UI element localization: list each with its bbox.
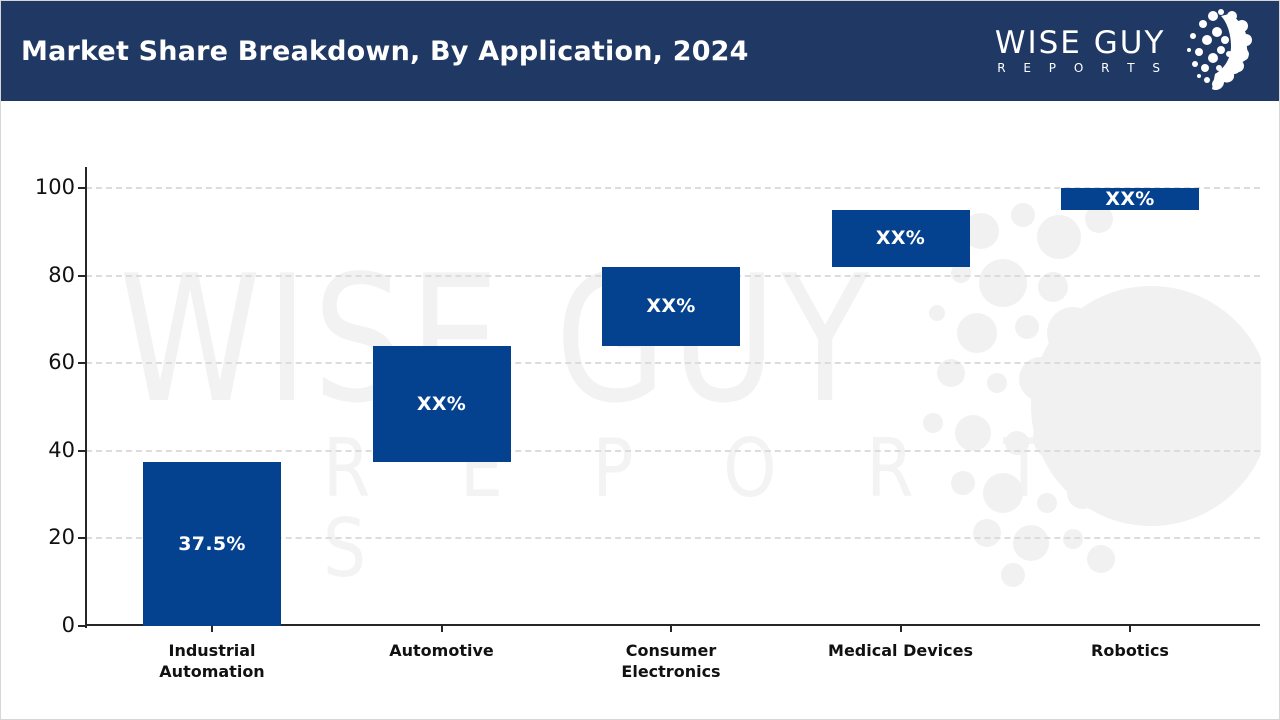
bar-value-label: XX%	[646, 295, 696, 318]
gridline-40	[86, 449, 1260, 452]
x-tick-mark-0	[211, 626, 213, 632]
bar-automotive: XX%	[372, 345, 511, 462]
y-tick-mark-100	[78, 187, 86, 189]
x-tick-mark-4	[1129, 626, 1131, 632]
y-tick-mark-80	[78, 274, 86, 277]
wise-guy-reports-logo: WISE GUY R E P O R T S	[993, 6, 1253, 96]
bar-value-label: XX%	[1105, 187, 1155, 210]
x-category-label-1: Automotive	[389, 641, 494, 660]
x-tick-mark-3	[899, 626, 902, 632]
bar-industrial-automation: 37.5%	[143, 461, 281, 626]
bar-medical-devices: XX%	[831, 209, 970, 267]
dotted-face-profile-icon	[1169, 6, 1253, 96]
x-category-label-4: Robotics	[1091, 641, 1169, 660]
bar-value-label: XX%	[416, 392, 467, 415]
y-tick-mark-40	[78, 449, 86, 452]
gridline-20	[86, 537, 1260, 540]
logo-subtitle: R E P O R T S	[997, 61, 1167, 76]
y-tick-label-0: 0	[61, 613, 75, 637]
bar-robotics: XX%	[1061, 188, 1199, 210]
bar-value-label: 37.5%	[178, 532, 246, 555]
bar-value-label: XX%	[875, 227, 926, 250]
header-bar: Market Share Breakdown, By Application, …	[1, 1, 1279, 101]
y-tick-mark-20	[78, 537, 86, 540]
y-axis-line	[85, 167, 87, 628]
chart-title: Market Share Breakdown, By Application, …	[21, 35, 749, 67]
x-category-label-0: Industrial Automation	[159, 641, 265, 681]
x-category-label-2: Consumer Electronics	[621, 641, 721, 681]
x-axis-line	[85, 624, 1260, 626]
y-tick-mark-0	[78, 625, 86, 627]
gridline-60	[86, 362, 1260, 365]
logo-wordmark: WISE GUY	[994, 24, 1166, 61]
y-tick-label-80: 80	[48, 262, 75, 287]
watermark-face-icon	[841, 191, 1271, 615]
bar-consumer-electronics: XX%	[602, 266, 740, 346]
gridline-100	[86, 187, 1260, 189]
x-tick-mark-2	[670, 626, 672, 632]
x-category-label-3: Medical Devices	[828, 641, 973, 660]
y-tick-label-40: 40	[48, 437, 75, 462]
y-tick-mark-60	[78, 362, 86, 365]
waterfall-chart: 0 20 40 60 80 100 37.5% XX% XX% XX% XX% Industria…	[1, 101, 1279, 719]
y-tick-label-20: 20	[48, 525, 75, 550]
y-tick-label-100: 100	[34, 175, 75, 199]
x-tick-mark-1	[440, 626, 443, 632]
y-tick-label-60: 60	[48, 350, 75, 375]
